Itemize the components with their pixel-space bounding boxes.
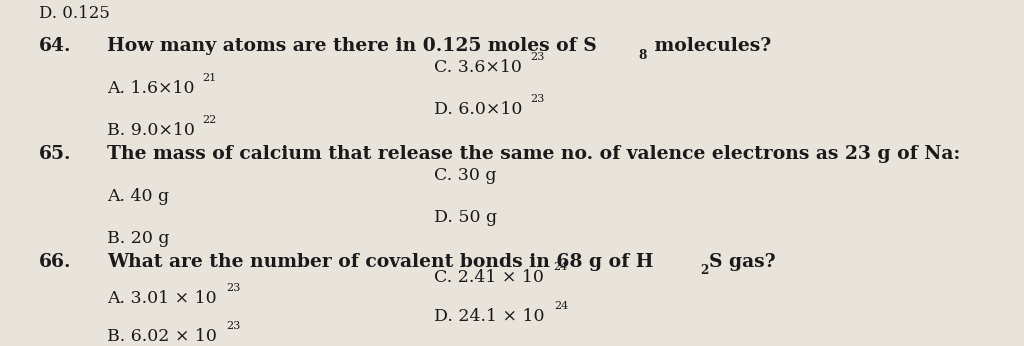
Text: molecules?: molecules? — [647, 37, 771, 55]
Text: A. 1.6×10: A. 1.6×10 — [108, 80, 195, 97]
Text: B. 6.02 × 10: B. 6.02 × 10 — [108, 328, 217, 345]
Text: 24: 24 — [554, 262, 568, 272]
Text: 23: 23 — [226, 321, 241, 331]
Text: What are the number of covalent bonds in 68 g of H: What are the number of covalent bonds in… — [108, 253, 654, 271]
Text: 2: 2 — [700, 264, 709, 277]
Text: B. 20 g: B. 20 g — [108, 230, 170, 247]
Text: 21: 21 — [203, 73, 217, 83]
Text: 65.: 65. — [39, 145, 71, 163]
Text: D. 6.0×10: D. 6.0×10 — [434, 101, 523, 118]
Text: B. 9.0×10: B. 9.0×10 — [108, 122, 196, 139]
Text: C. 3.6×10: C. 3.6×10 — [434, 59, 522, 76]
Text: D. 0.125: D. 0.125 — [39, 5, 110, 22]
Text: 23: 23 — [529, 52, 544, 62]
Text: How many atoms are there in 0.125 moles of S: How many atoms are there in 0.125 moles … — [108, 37, 597, 55]
Text: A. 3.01 × 10: A. 3.01 × 10 — [108, 290, 217, 307]
Text: 66.: 66. — [39, 253, 71, 271]
Text: S gas?: S gas? — [710, 253, 776, 271]
Text: 22: 22 — [203, 115, 217, 125]
Text: C. 2.41 × 10: C. 2.41 × 10 — [434, 268, 545, 285]
Text: C. 30 g: C. 30 g — [434, 167, 497, 184]
Text: D. 24.1 × 10: D. 24.1 × 10 — [434, 308, 545, 325]
Text: 24: 24 — [554, 301, 568, 310]
Text: 8: 8 — [639, 48, 647, 62]
Text: 23: 23 — [226, 283, 241, 293]
Text: D. 50 g: D. 50 g — [434, 209, 498, 226]
Text: A. 40 g: A. 40 g — [108, 188, 170, 205]
Text: 64.: 64. — [39, 37, 71, 55]
Text: The mass of calcium that release the same no. of valence electrons as 23 g of Na: The mass of calcium that release the sam… — [108, 145, 961, 163]
Text: 23: 23 — [530, 94, 545, 104]
